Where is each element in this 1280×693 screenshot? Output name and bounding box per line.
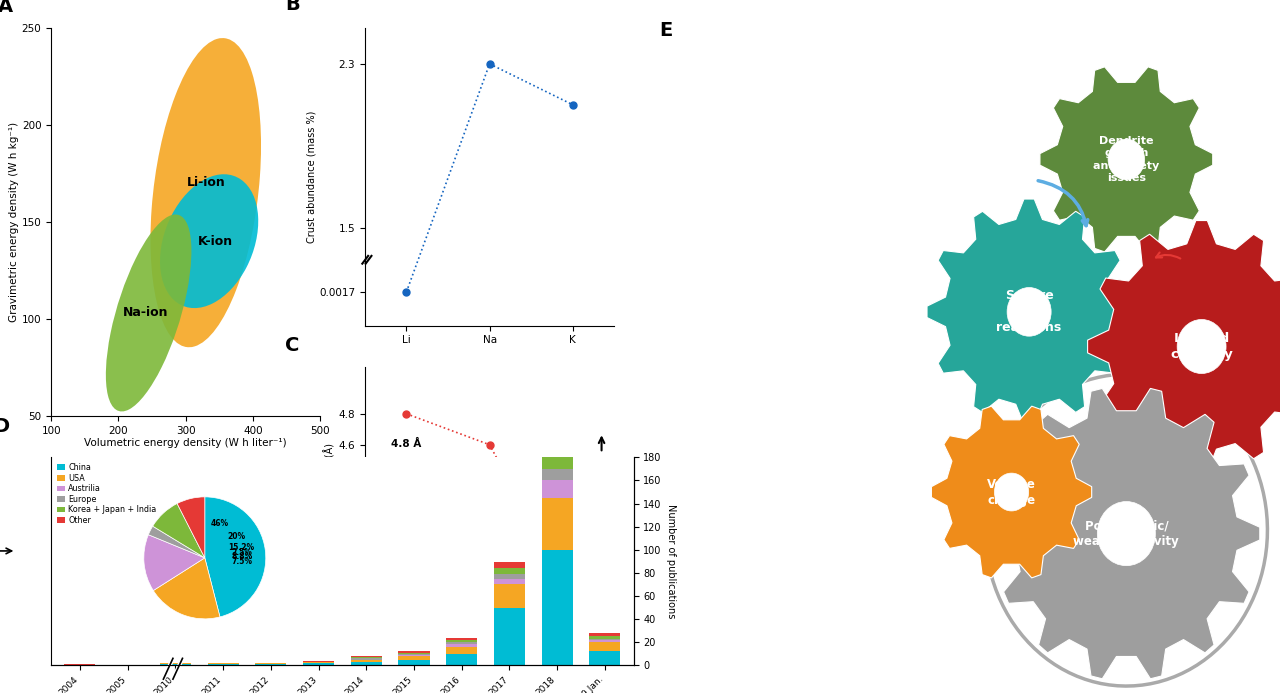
Bar [398,653,430,655]
Bar [351,656,381,657]
Y-axis label: Gravimetric energy density (W h kg⁻¹): Gravimetric energy density (W h kg⁻¹) [9,122,19,322]
Bar [303,660,334,662]
Bar [160,663,191,664]
Ellipse shape [151,38,261,347]
Text: 2.5%: 2.5% [232,548,252,557]
Bar [541,550,572,665]
Text: Severe
side
reactions: Severe side reactions [997,290,1061,334]
Bar [494,574,525,579]
Polygon shape [1039,67,1212,252]
Text: Volume
change: Volume change [987,477,1036,507]
Legend: China, USA, Austrilia, Europe, Korea + Japan + India, Other: China, USA, Austrilia, Europe, Korea + J… [55,462,157,527]
Text: C: C [285,337,300,356]
Bar [303,662,334,663]
Wedge shape [177,497,205,558]
Bar [64,664,95,665]
Circle shape [468,488,511,569]
Text: 15.2%: 15.2% [228,543,255,552]
Bar [351,657,381,658]
Bar [590,642,621,651]
Circle shape [1108,139,1144,179]
Ellipse shape [106,214,192,412]
Y-axis label: Number of publications: Number of publications [666,504,676,619]
Bar [541,455,572,469]
Text: B: B [285,0,300,14]
Text: Li-ion: Li-ion [187,177,225,189]
Bar [447,644,477,647]
Bar [351,658,381,660]
Text: Limited
capacity: Limited capacity [1170,332,1233,361]
Circle shape [1097,502,1156,565]
Y-axis label: Crust abundance (mass %): Crust abundance (mass %) [306,110,316,243]
Circle shape [397,491,416,528]
Bar [398,651,430,653]
Bar [351,662,381,665]
Wedge shape [148,526,205,558]
Circle shape [1178,319,1226,374]
Bar [541,446,572,455]
Bar [398,656,430,660]
Bar [590,640,621,642]
Ellipse shape [160,174,259,308]
Circle shape [381,464,431,556]
Text: 20%: 20% [227,532,246,541]
Wedge shape [205,497,266,617]
Bar [207,663,238,664]
Bar [541,480,572,498]
Wedge shape [152,504,205,558]
Bar [447,647,477,653]
Text: 8.8%: 8.8% [232,552,253,561]
Text: 4.6 Å: 4.6 Å [475,470,504,480]
Bar [447,653,477,665]
Bar [590,636,621,639]
Text: A: A [0,0,13,16]
Bar [160,664,191,665]
Wedge shape [154,558,220,619]
Polygon shape [927,199,1132,425]
Bar [255,664,287,665]
Circle shape [995,473,1029,511]
Bar [541,469,572,480]
Bar [590,639,621,640]
Bar [398,660,430,665]
Text: 46%: 46% [210,518,229,527]
Text: 3.6 Å: 3.6 Å [558,613,588,624]
Wedge shape [143,535,205,590]
Bar [494,584,525,608]
Circle shape [1007,288,1051,336]
Text: Dendrite
growth
and safety
issues: Dendrite growth and safety issues [1093,136,1160,183]
Circle shape [558,538,588,593]
Bar [494,563,525,568]
Text: 4.8 Å: 4.8 Å [392,439,421,448]
Text: 7.5%: 7.5% [232,557,253,566]
Circle shape [567,554,579,577]
Bar [447,640,477,642]
Bar [590,633,621,636]
Text: K-ion: K-ion [198,235,233,247]
Bar [447,638,477,640]
Bar [303,663,334,665]
Bar [255,663,287,664]
Bar [207,664,238,665]
Bar [590,651,621,665]
Text: E: E [659,21,672,40]
Polygon shape [1088,220,1280,473]
Bar [494,579,525,584]
Y-axis label: Stokes radius in PC (Å): Stokes radius in PC (Å) [324,444,335,554]
Text: Poor kinetic/
weak diffusivity: Poor kinetic/ weak diffusivity [1074,519,1179,548]
Text: Na-ion: Na-ion [123,306,168,319]
Bar [398,655,430,656]
Polygon shape [993,388,1260,679]
Bar [541,498,572,550]
Polygon shape [932,406,1092,578]
Bar [447,642,477,644]
Text: D: D [0,417,9,437]
Circle shape [481,513,498,544]
X-axis label: Volumetric energy density (W h liter⁻¹): Volumetric energy density (W h liter⁻¹) [84,438,287,448]
Bar [494,568,525,574]
Bar [494,608,525,665]
Bar [351,660,381,662]
